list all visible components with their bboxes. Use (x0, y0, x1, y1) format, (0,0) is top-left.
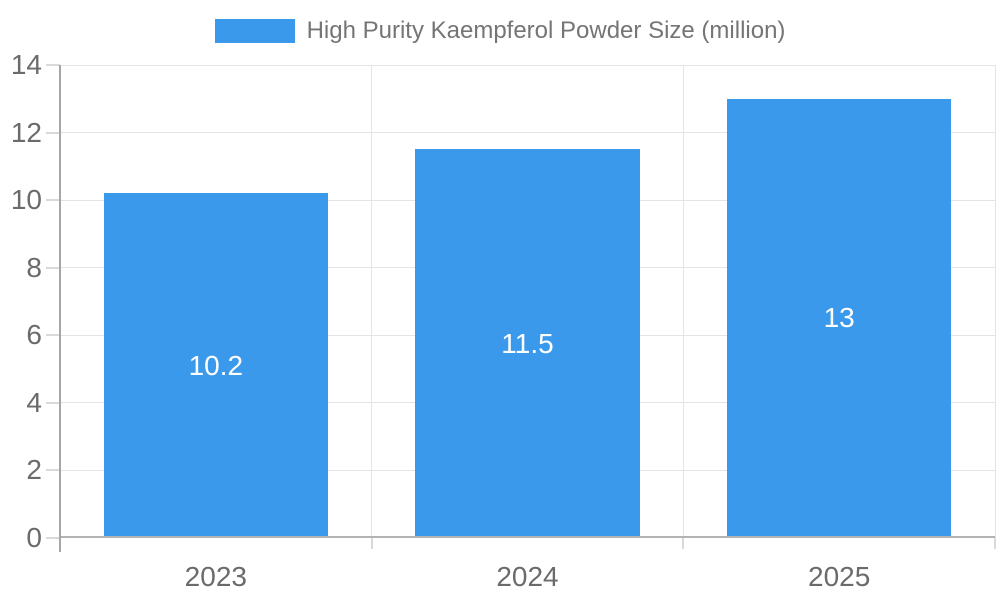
y-axis-tick (46, 334, 60, 337)
y-axis-tick (46, 401, 60, 404)
x-axis-line (60, 536, 995, 538)
y-tick-label: 2 (26, 454, 42, 486)
x-axis-label-2024: 2024 (496, 561, 559, 592)
x-axis-label-2023: 2023 (184, 561, 247, 592)
y-tick-label: 8 (26, 251, 42, 283)
plot-area: 0 2 4 6 8 10 12 14 10.2 11.5 13 2023 2024 2025 (11, 49, 996, 592)
y-axis-tick (46, 266, 60, 269)
x-axis-tick (682, 538, 685, 549)
x-axis-tick (370, 538, 373, 549)
y-tick-label: 4 (26, 386, 42, 418)
y-tick-label: 10 (10, 184, 42, 216)
gridline-x (994, 65, 996, 538)
legend-label: High Purity Kaempferol Powder Size (mill… (306, 17, 786, 44)
legend-swatch (214, 19, 295, 43)
bar-value-label: 11.5 (501, 327, 554, 359)
gridline-y (60, 132, 995, 134)
bar-2025[interactable]: 13 (726, 98, 952, 538)
y-axis-tick (46, 131, 60, 134)
bar-2024[interactable]: 11.5 (415, 149, 640, 538)
y-tick-label: 14 (10, 49, 42, 80)
bar-2023[interactable]: 10.2 (103, 193, 329, 538)
y-axis-tick (46, 537, 60, 539)
bar-value-label: 10.2 (188, 349, 244, 381)
y-tick-label: 12 (10, 116, 42, 148)
y-tick-label: 6 (26, 319, 42, 351)
y-tick-label: 0 (26, 522, 42, 553)
bar-value-label: 13 (823, 302, 855, 334)
x-axis-tick (994, 538, 996, 549)
y-axis-tick (46, 64, 60, 66)
y-axis-tick (46, 199, 60, 202)
y-axis-line (59, 65, 61, 552)
x-axis-label-2025: 2025 (808, 561, 871, 592)
chart-legend[interactable]: High Purity Kaempferol Powder Size (mill… (0, 17, 1000, 45)
gridline-x (371, 65, 373, 538)
gridline-y (60, 64, 995, 66)
gridline-x (682, 65, 684, 538)
y-axis-tick (46, 469, 60, 472)
